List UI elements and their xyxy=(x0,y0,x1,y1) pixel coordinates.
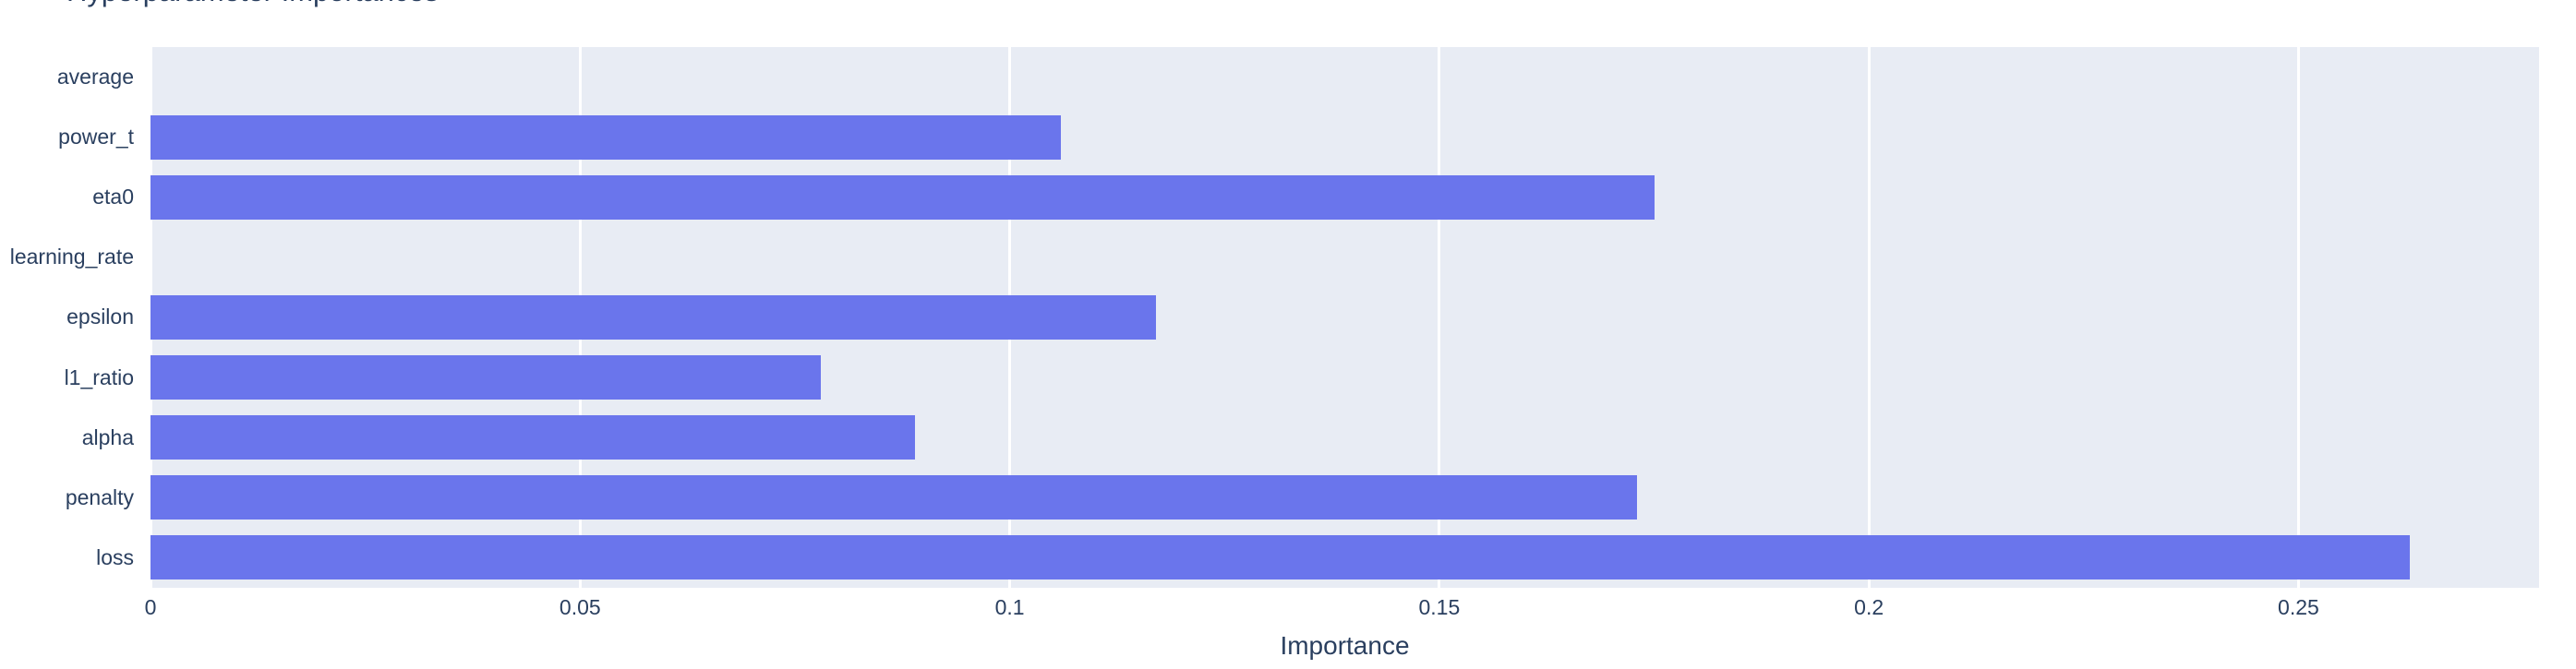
y-axis-label-alpha: alpha xyxy=(81,424,134,449)
bar-rows xyxy=(150,47,2539,588)
chart-title-clipped: Hyperparameter Importances xyxy=(66,0,439,8)
x-tick-label: 0.2 xyxy=(1854,595,1884,619)
x-axis-title: Importance xyxy=(1280,631,1410,660)
bar-penalty xyxy=(150,475,1637,520)
y-axis-label-loss: loss xyxy=(96,544,134,569)
bar-eta0 xyxy=(150,174,1655,220)
bar-loss xyxy=(150,535,2411,580)
bar-row-epsilon xyxy=(150,287,2539,347)
y-axis-label-eta0: eta0 xyxy=(92,185,134,209)
x-tick-label: 0 xyxy=(144,595,157,619)
bar-row-penalty xyxy=(150,468,2539,528)
bar-row-power_t xyxy=(150,107,2539,167)
bar-l1_ratio xyxy=(150,355,821,400)
bar-row-average xyxy=(150,47,2539,107)
x-axis-ticks: 0 0.05 0.1 0.15 0.2 0.25 xyxy=(145,595,2539,625)
x-tick-label: 0.1 xyxy=(994,595,1025,619)
gridline xyxy=(1438,47,1441,588)
gridline xyxy=(1867,47,1871,588)
y-axis-label-learning_rate: learning_rate xyxy=(9,245,134,269)
y-axis-label-average: average xyxy=(56,65,134,90)
bar-row-loss xyxy=(150,528,2539,588)
bar-epsilon xyxy=(150,294,1156,340)
bar-row-l1_ratio xyxy=(150,348,2539,408)
bar-row-eta0 xyxy=(150,167,2539,227)
bar-alpha xyxy=(150,415,916,460)
bar-row-learning_rate xyxy=(150,227,2539,287)
plot-area xyxy=(149,47,2539,588)
y-axis-label-epsilon: epsilon xyxy=(66,305,134,329)
gridline xyxy=(2296,47,2300,588)
bar-power_t xyxy=(150,114,1062,160)
y-axis-label-penalty: penalty xyxy=(65,484,134,509)
x-tick-label: 0.05 xyxy=(559,595,601,619)
y-axis-label-power_t: power_t xyxy=(58,125,134,149)
x-tick-label: 0.15 xyxy=(1418,595,1461,619)
y-axis-label-l1_ratio: l1_ratio xyxy=(64,364,134,389)
bar-row-alpha xyxy=(150,408,2539,468)
x-tick-label: 0.25 xyxy=(2278,595,2319,619)
